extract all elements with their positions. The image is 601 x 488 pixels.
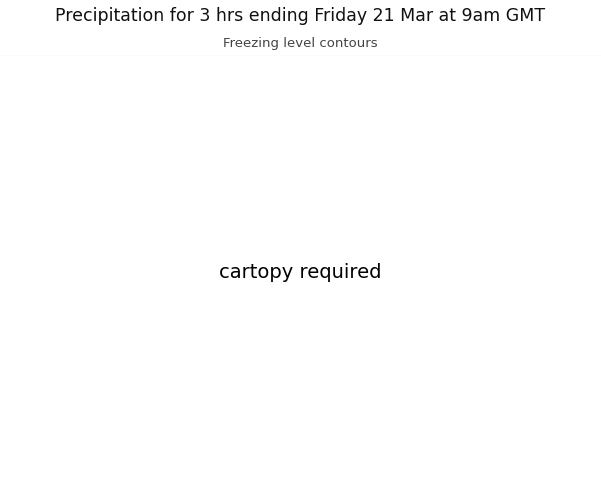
Text: Precipitation for 3 hrs ending Friday 21 Mar at 9am GMT: Precipitation for 3 hrs ending Friday 21… xyxy=(55,7,546,25)
Text: Freezing level contours: Freezing level contours xyxy=(223,37,378,50)
Text: cartopy required: cartopy required xyxy=(219,263,382,282)
